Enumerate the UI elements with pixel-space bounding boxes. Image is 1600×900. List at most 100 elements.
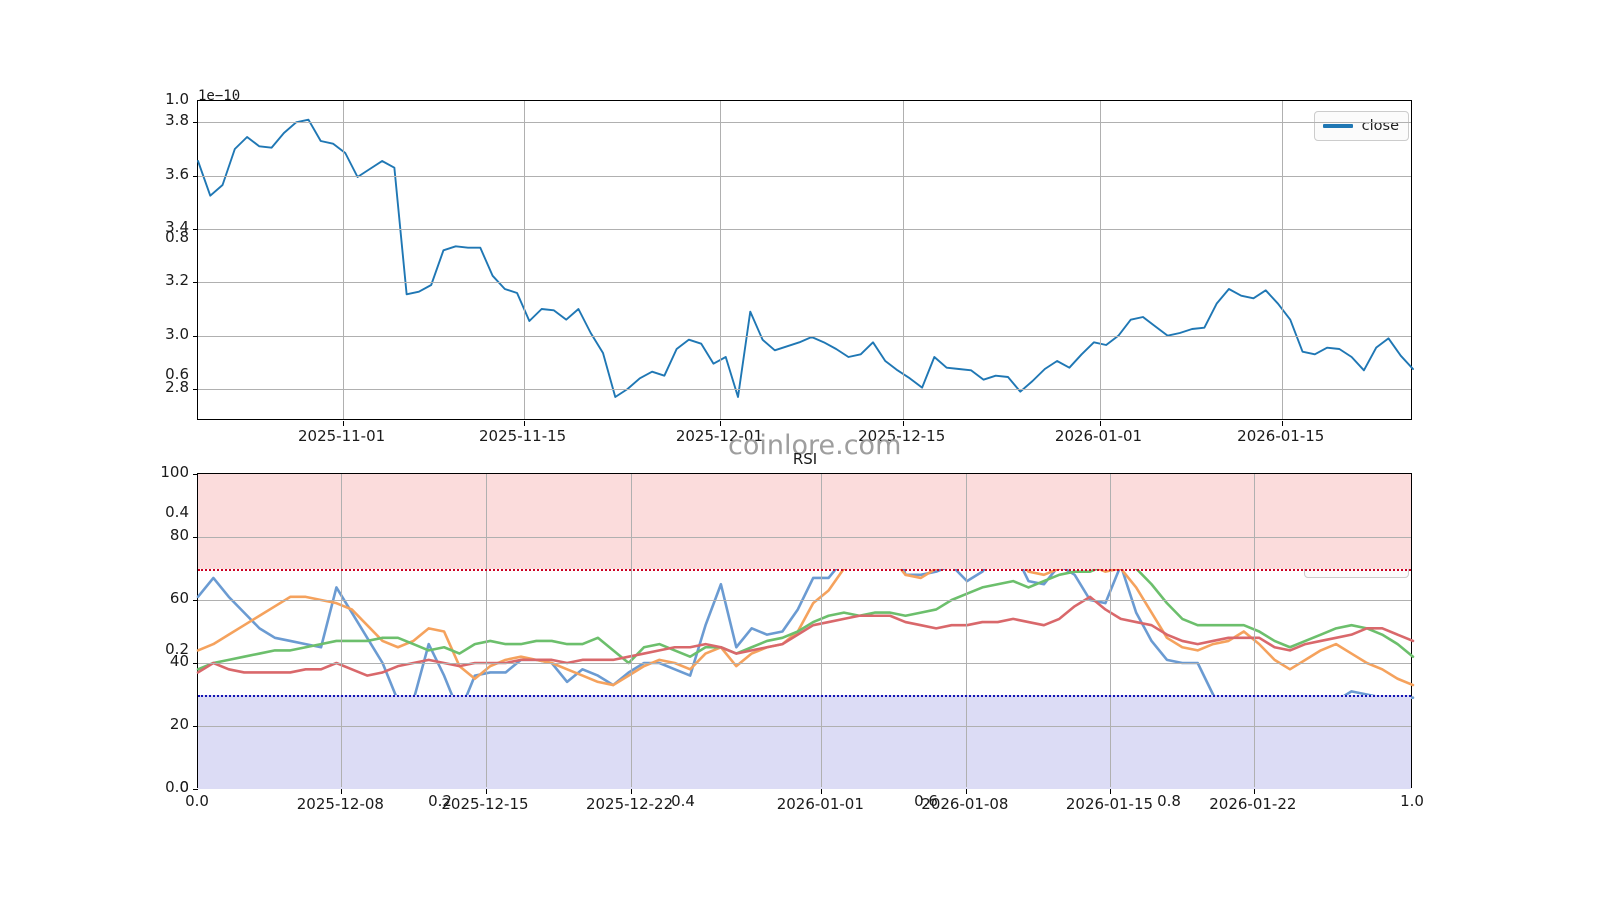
rsi-y-tick-label: 20 [169, 715, 189, 733]
overlay-x-tick-label: 0.4 [671, 792, 695, 810]
rsi-x-tick-label: 2025-12-08 [296, 795, 384, 813]
rsi-y-tick-mark [193, 663, 198, 664]
price-gridline-vertical [1281, 101, 1283, 419]
legend-entry-label: close [1361, 118, 1399, 134]
price-y-tick-label: 2.8 [165, 378, 189, 396]
rsi-x-tick-mark [485, 789, 487, 794]
overlay-x-tick-label: 1.0 [1400, 792, 1424, 810]
price-gridline-vertical [1099, 101, 1101, 419]
rsi-oversold-line [198, 694, 1411, 697]
rsi-overbought-line [198, 568, 1411, 571]
rsi-x-tick-label: 2026-01-22 [1209, 795, 1297, 813]
price-x-tick-mark [1281, 421, 1283, 426]
rsi-y-tick-label: 80 [169, 526, 189, 544]
price-line-series [197, 118, 1414, 398]
rsi-x-tick-label: 2025-12-22 [585, 795, 674, 813]
rsi-x-tick-label: 2025-12-15 [441, 795, 529, 813]
overlay-y-tick-label: 0.2 [165, 640, 189, 659]
legend-entry[interactable]: close [1322, 118, 1399, 134]
rsi-y-tick-label: 0 [179, 778, 189, 796]
price-gridline-horizontal [198, 175, 1411, 177]
legend-color-swatch [1322, 124, 1353, 128]
price-y-tick-mark [193, 122, 198, 124]
price-x-tick-label: 2025-11-01 [297, 427, 386, 445]
price-y-tick-label: 3.4 [165, 218, 189, 236]
rsi-x-tick-label: 2026-01-15 [1065, 795, 1154, 813]
price-x-tick-mark [342, 421, 344, 426]
price-gridline-horizontal [198, 282, 1411, 284]
price-y-tick-label: 3.2 [165, 271, 189, 290]
rsi-gridline-vertical [485, 474, 487, 787]
price-chart-plot-area: close [193, 100, 1414, 426]
rsi-y-tick-mark [193, 537, 198, 538]
price-gridline-horizontal [198, 122, 1411, 124]
rsi-x-tick-mark [630, 789, 632, 794]
price-x-tick-mark [1099, 421, 1101, 426]
price-x-tick-label: 2026-01-15 [1237, 427, 1325, 445]
price-x-tick-label: 2025-12-01 [675, 427, 764, 445]
rsi-gridline-vertical [821, 474, 823, 787]
price-x-tick-label: 2026-01-01 [1054, 427, 1143, 445]
rsi-x-tick-label: 2026-01-08 [921, 795, 1009, 813]
rsi-x-tick-mark [965, 789, 967, 794]
price-gridline-vertical [342, 101, 344, 419]
rsi-gridline-horizontal [198, 600, 1411, 601]
overlay-x-tick-label: 0.2 [428, 792, 452, 810]
price-x-tick-label: 2025-11-15 [479, 427, 567, 445]
rsi-chart-title-text: RSI [792, 450, 818, 468]
price-y-tick-label: 3.8 [165, 111, 189, 130]
rsi-chart-plot-area: RSI 9RSI 14RSI 22RSI 42 [193, 473, 1415, 794]
price-x-tick-mark [902, 421, 904, 426]
rsi-x-tick-mark [1110, 789, 1112, 794]
price-chart-legend[interactable]: close [1313, 111, 1409, 141]
price-gridline-vertical [720, 101, 722, 419]
price-gridline-vertical [902, 101, 904, 419]
rsi-y-tick-mark [193, 600, 198, 601]
price-x-tick-mark [523, 421, 525, 426]
overlay-x-tick-label: 0.0 [185, 792, 209, 810]
rsi-overbought-band [198, 474, 1411, 569]
overlay-y-tick-label: 1.0 [165, 90, 189, 108]
rsi-y-tick-label: 60 [169, 589, 189, 607]
rsi-chart-title: RSI [0, 450, 1600, 468]
price-y-tick-mark [193, 335, 198, 337]
rsi-gridline-vertical [965, 474, 967, 787]
price-y-tick-label: 3.6 [165, 164, 189, 183]
price-y-tick-mark [193, 389, 198, 390]
price-gridline-horizontal [198, 335, 1411, 337]
rsi-gridline-vertical [341, 474, 343, 787]
rsi-gridline-vertical [1110, 474, 1112, 787]
price-y-tick-label: 3.0 [165, 324, 189, 343]
price-gridline-horizontal [198, 389, 1411, 390]
price-x-tick-label: 2025-12-15 [858, 427, 946, 445]
overlay-y-tick-label: 0.0 [165, 778, 189, 796]
coinlore-watermark: coinlore.com [728, 430, 902, 461]
price-y-tick-mark [193, 229, 198, 230]
rsi-x-tick-mark [1253, 789, 1255, 794]
price-y-tick-mark [193, 282, 198, 284]
rsi-x-tick-mark [821, 789, 823, 794]
rsi-y-tick-label: 100 [160, 463, 189, 481]
overlay-y-tick-label: 0.4 [165, 502, 189, 521]
price-gridline-horizontal [198, 229, 1411, 230]
overlay-y-tick-label: 0.6 [165, 365, 189, 384]
rsi-gridline-vertical [630, 474, 632, 787]
overlay-x-tick-label: 0.6 [914, 792, 938, 810]
rsi-gridline-horizontal [198, 726, 1411, 727]
rsi-y-tick-mark [193, 474, 198, 475]
rsi-y-tick-label: 40 [169, 652, 189, 670]
rsi-y-tick-mark [193, 789, 198, 790]
overlay-x-tick-label: 0.8 [1157, 792, 1181, 810]
price-y-tick-mark [193, 175, 198, 177]
rsi-gridline-vertical [1253, 474, 1255, 787]
rsi-x-tick-mark [341, 789, 343, 794]
price-gridline-vertical [523, 101, 525, 419]
rsi-y-tick-mark [193, 726, 198, 727]
rsi-gridline-horizontal [198, 537, 1411, 538]
rsi-x-tick-label: 2026-01-01 [776, 795, 864, 813]
overlay-y-tick-label: 0.8 [165, 227, 189, 246]
rsi-oversold-band [198, 694, 1411, 789]
price-x-tick-mark [720, 421, 722, 426]
rsi-gridline-horizontal [198, 663, 1411, 664]
